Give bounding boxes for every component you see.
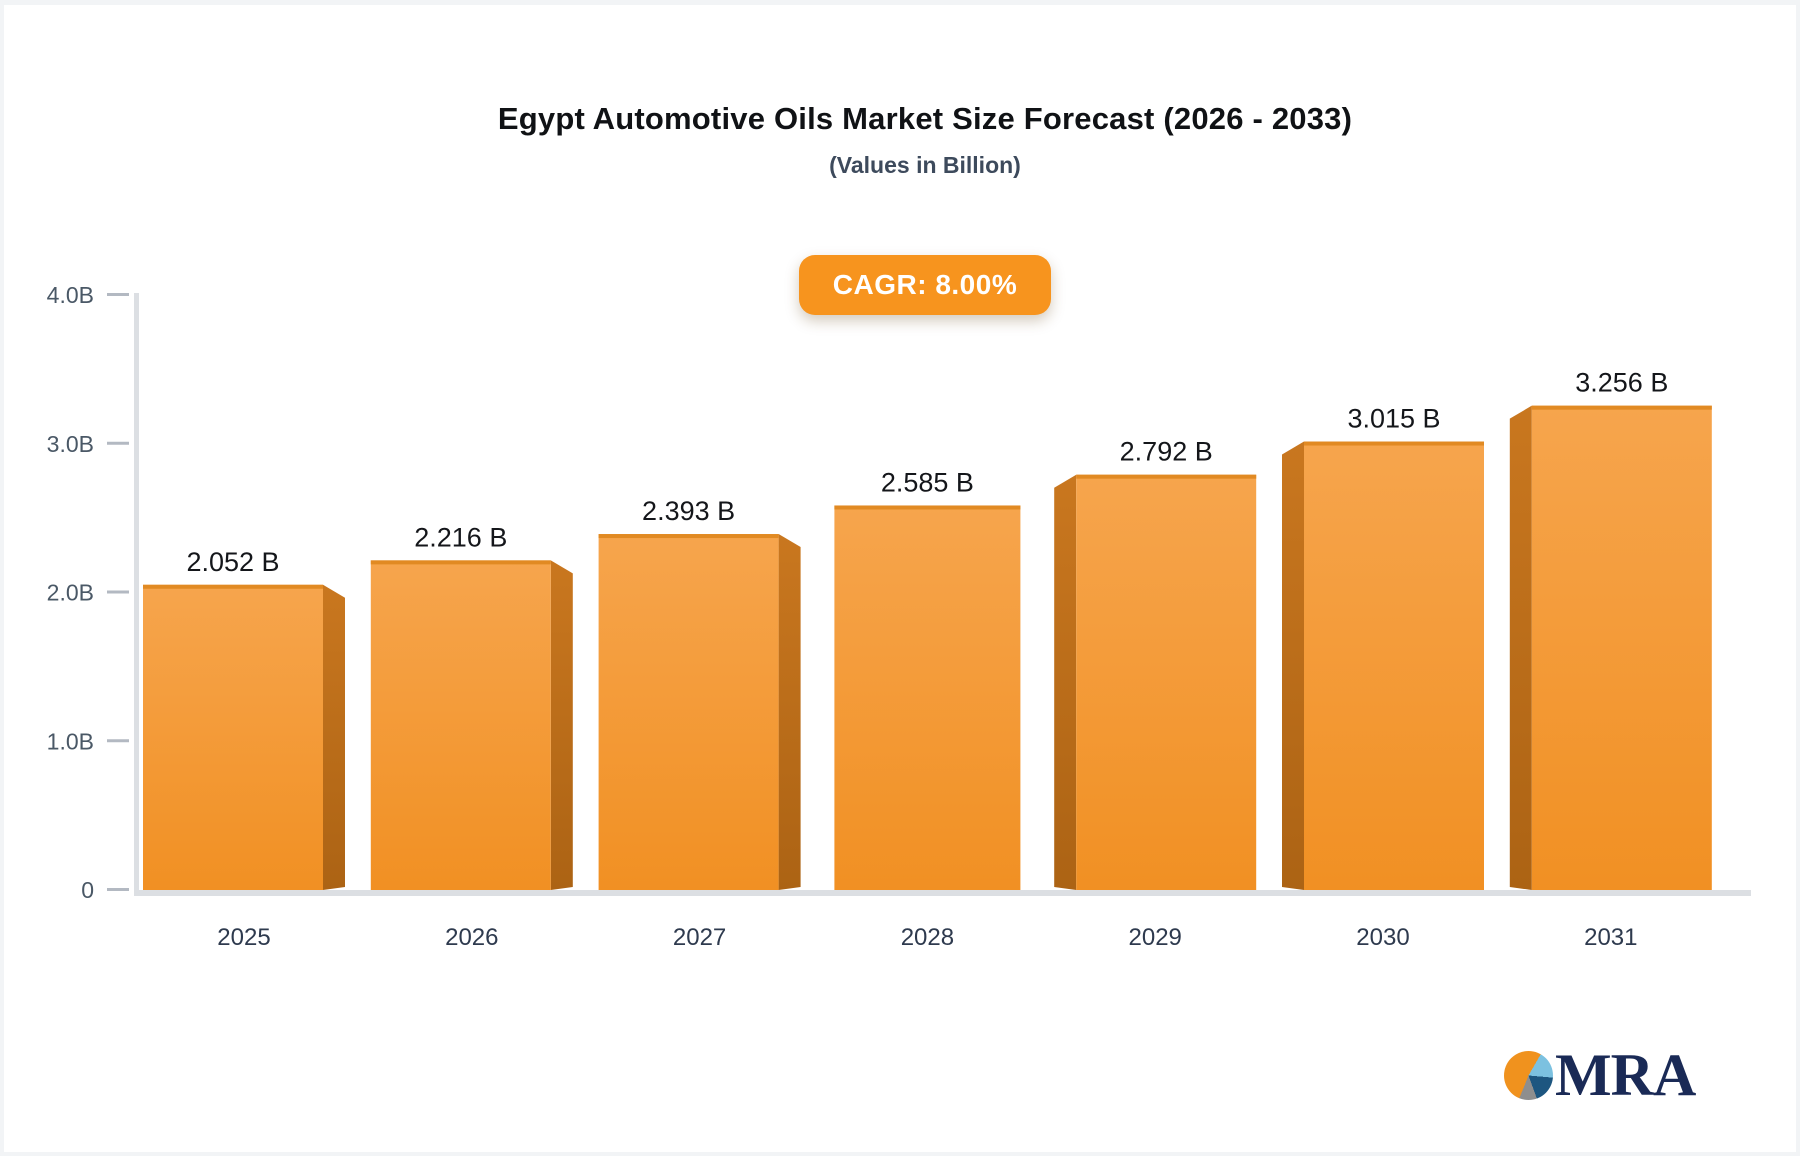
bar-side-face	[1509, 405, 1532, 890]
bar-value-label: 2.792 B	[1120, 437, 1213, 467]
bar-side-face	[323, 584, 345, 890]
y-axis-label: 1.0B	[47, 728, 94, 754]
bar-2031	[1531, 405, 1712, 890]
bar-2025	[143, 584, 323, 890]
cagr-badge-row: CAGR: 8.00%	[54, 255, 1796, 315]
chart-header: Egypt Automotive Oils Market Size Foreca…	[54, 101, 1796, 179]
plot-area: 0 1.0B 2.0B 3.0B 4.0B 2.052 B 2025 2.216 B 2026 2…	[47, 282, 1751, 951]
x-axis-label: 2031	[1584, 924, 1637, 951]
bar-top-edge	[370, 560, 551, 565]
x-axis-label: 2025	[217, 924, 270, 951]
x-axis-label: 2029	[1129, 924, 1182, 951]
bar-side-face	[550, 560, 573, 890]
bar-value-label: 2.052 B	[186, 547, 279, 577]
chart-subtitle: (Values in Billion)	[829, 152, 1021, 178]
y-axis-tick	[107, 590, 129, 594]
bar-2029	[1076, 474, 1257, 890]
chart-card: Egypt Automotive Oils Market Size Foreca…	[4, 5, 1796, 1152]
bar-value-label: 3.256 B	[1575, 368, 1668, 398]
bar-top-edge	[1304, 441, 1484, 446]
bar-2027	[598, 534, 779, 890]
bar-value-label: 2.393 B	[642, 496, 735, 526]
y-axis-label: 3.0B	[47, 431, 94, 457]
bar-2028	[834, 505, 1021, 890]
bar-side-face	[778, 534, 801, 890]
market-size-bar-chart: 0 1.0B 2.0B 3.0B 4.0B 2.052 B 2025 2.216 B 2026 2…	[47, 282, 1751, 951]
bar-2030	[1304, 441, 1484, 890]
x-axis-label: 2028	[901, 924, 954, 951]
y-axis-tick	[107, 888, 129, 891]
bar-top-edge	[598, 534, 779, 539]
y-axis-tick	[107, 739, 129, 743]
x-axis-label: 2027	[673, 924, 726, 951]
y-axis-label: 2.0B	[47, 580, 94, 606]
mra-logo: MRA	[1504, 1039, 1724, 1111]
pie-chart-logo-icon	[1504, 1050, 1553, 1100]
y-axis-label: 4.0B	[47, 282, 94, 308]
bar-value-label: 2.585 B	[881, 467, 974, 497]
bar-2026	[370, 560, 551, 890]
bar-value-label: 2.216 B	[414, 522, 507, 552]
bar-top-edge	[834, 505, 1021, 510]
cagr-badge: CAGR: 8.00%	[798, 255, 1052, 315]
bar-side-face	[1054, 474, 1077, 890]
x-axis-label: 2026	[445, 924, 498, 951]
y-axis-tick	[107, 441, 129, 445]
bar-top-edge	[1531, 405, 1712, 410]
y-axis-tick	[107, 293, 129, 296]
x-axis-line	[134, 890, 1751, 896]
bar-value-label: 3.015 B	[1347, 404, 1440, 434]
x-axis-label: 2030	[1356, 924, 1409, 951]
logo-text: MRA	[1555, 1042, 1696, 1108]
y-axis-label: 0	[81, 877, 94, 903]
bar-top-edge	[1076, 474, 1257, 479]
y-axis-line	[134, 293, 139, 896]
bar-side-face	[1282, 441, 1304, 890]
chart-title: Egypt Automotive Oils Market Size Foreca…	[497, 101, 1353, 136]
bar-top-edge	[143, 584, 323, 589]
